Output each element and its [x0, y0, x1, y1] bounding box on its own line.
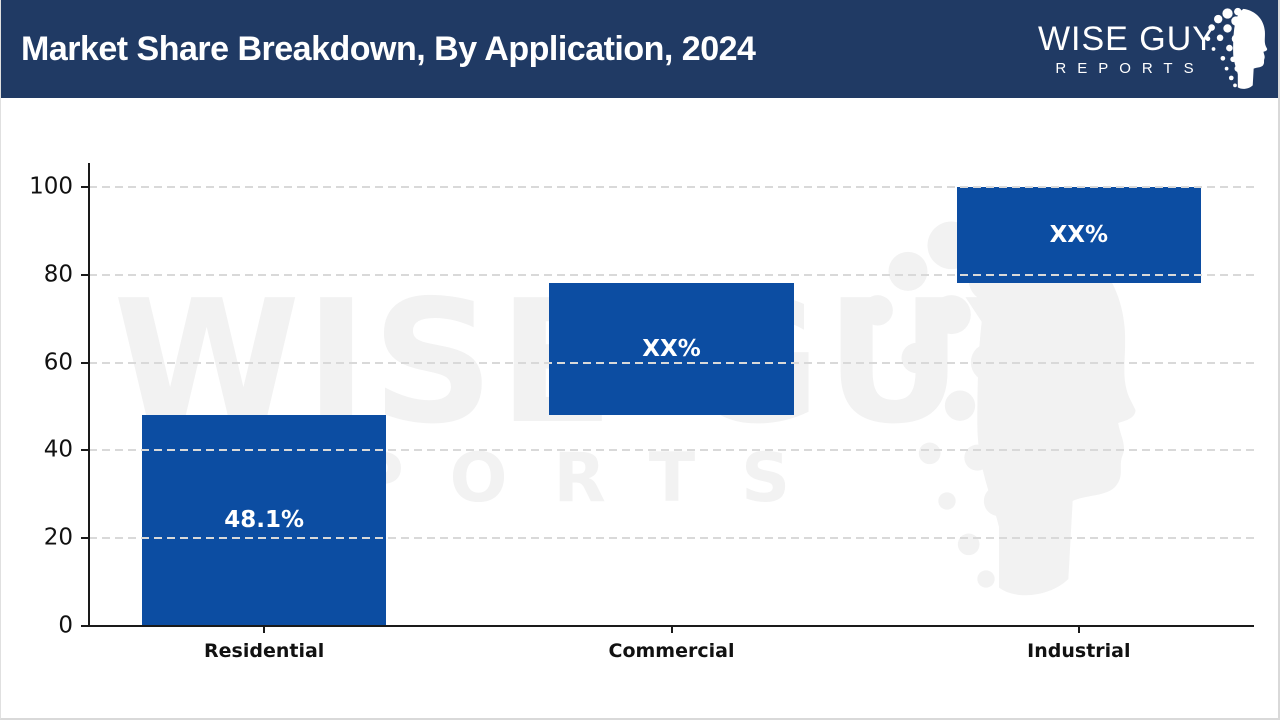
x-category-label-commercial: Commercial — [608, 640, 735, 662]
chart-area: WISE GUY REPORTS 02040608010048.1%Reside… — [1, 98, 1278, 718]
logo-wordmark-block: WISE GUY REPORTS — [1038, 22, 1216, 77]
gridline-y-20 — [89, 537, 1254, 540]
bar-segment-commercial: XX% — [549, 283, 794, 415]
watermark-face-icon — [849, 219, 1136, 596]
x-axis-line — [88, 625, 1254, 627]
bar-segment-industrial: XX% — [956, 187, 1202, 284]
y-tick-mark — [81, 449, 89, 452]
wiseguy-face-icon — [1205, 7, 1268, 89]
y-axis-line — [88, 163, 90, 626]
gridline-y-80 — [89, 273, 1254, 276]
x-tick-mark — [670, 626, 673, 633]
x-category-label-residential: Residential — [204, 640, 325, 662]
x-category-label-industrial: Industrial — [1027, 640, 1131, 662]
logo-wordmark: WISE GUY — [1037, 19, 1216, 58]
y-tick-label: 40 — [43, 436, 73, 463]
y-tick-mark — [81, 625, 89, 627]
y-tick-label: 20 — [43, 524, 73, 551]
bar-value-label: XX% — [642, 336, 701, 363]
gridline-y-60 — [89, 361, 1254, 364]
x-tick-mark — [1077, 626, 1080, 633]
y-tick-label: 80 — [43, 261, 73, 288]
gridline-y-100 — [89, 186, 1254, 189]
page-title: Market Share Breakdown, By Application, … — [21, 29, 756, 68]
logo-subtitle: REPORTS — [1055, 59, 1205, 77]
bar-value-label: 48.1% — [224, 507, 305, 534]
y-tick-mark — [81, 361, 89, 364]
bar-value-label: XX% — [1049, 222, 1109, 249]
header-bar: Market Share Breakdown, By Application, … — [1, 0, 1278, 98]
y-tick-label: 60 — [43, 349, 73, 376]
brand-logo: WISE GUY REPORTS — [1038, 7, 1268, 91]
x-tick-mark — [263, 626, 266, 633]
y-tick-mark — [81, 186, 89, 189]
bar-segment-residential: 48.1% — [141, 414, 387, 626]
y-tick-label: 0 — [58, 612, 73, 639]
y-tick-label: 100 — [29, 173, 73, 200]
y-tick-mark — [81, 273, 89, 276]
gridline-y-40 — [89, 449, 1254, 452]
plot-area: 0 20 40 60 80 100 48.1% Residential XX% Commercia… — [29, 163, 1254, 662]
y-tick-mark — [81, 537, 89, 540]
